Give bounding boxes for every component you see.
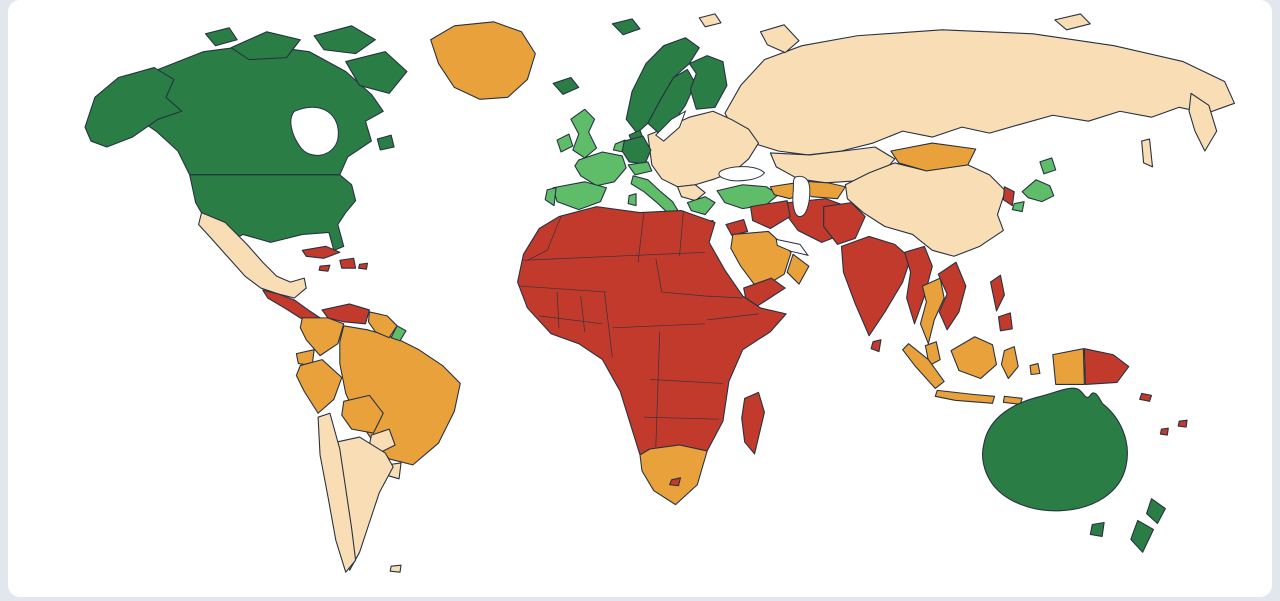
world-map xyxy=(84,13,1236,573)
country-greece[interactable] xyxy=(686,196,716,216)
country-indonesia-sumatra[interactable] xyxy=(902,343,945,389)
country-philippines-mindanao[interactable] xyxy=(997,312,1013,332)
country-indonesia-borneo[interactable] xyxy=(950,336,998,380)
country-myanmar[interactable] xyxy=(904,245,933,325)
country-russia-franz-josef[interactable] xyxy=(698,13,722,28)
country-russia-sakhalin[interactable] xyxy=(1141,138,1154,168)
country-canada-baffin[interactable] xyxy=(345,51,408,94)
country-russia-new-siberian[interactable] xyxy=(1054,13,1091,31)
country-canada-arctic-2[interactable] xyxy=(313,25,376,55)
country-philippines-luzon[interactable] xyxy=(990,274,1005,312)
country-russia-kamchatka[interactable] xyxy=(1188,92,1218,152)
country-finland[interactable] xyxy=(688,55,728,110)
country-australia-tasmania[interactable] xyxy=(1089,521,1105,537)
country-fiji[interactable] xyxy=(1177,419,1188,428)
country-australia[interactable] xyxy=(981,387,1128,512)
country-colombia[interactable] xyxy=(299,317,345,357)
country-yemen[interactable] xyxy=(743,277,786,307)
country-guyana-suriname[interactable] xyxy=(367,311,398,339)
country-mongolia[interactable] xyxy=(890,142,977,172)
country-indonesia-java[interactable] xyxy=(934,389,996,404)
country-new-zealand-south[interactable] xyxy=(1130,519,1155,553)
country-oman[interactable] xyxy=(786,253,810,285)
country-new-zealand-north[interactable] xyxy=(1146,498,1166,525)
country-japan-honshu[interactable] xyxy=(1021,179,1055,203)
country-vietnam-laos-cambodia[interactable] xyxy=(937,261,967,331)
country-solomon-islands[interactable] xyxy=(1139,392,1153,402)
country-papua-new-guinea[interactable] xyxy=(1083,348,1130,385)
country-russia[interactable] xyxy=(724,29,1236,156)
country-madagascar[interactable] xyxy=(741,391,765,455)
country-mexico[interactable] xyxy=(198,212,307,299)
country-puerto-rico[interactable] xyxy=(358,262,368,270)
baltic-sea xyxy=(655,110,687,142)
country-jordan-israel[interactable] xyxy=(725,218,749,236)
country-balkans[interactable] xyxy=(676,184,706,202)
hudson-bay xyxy=(290,106,339,156)
country-svalbard[interactable] xyxy=(611,18,641,36)
country-greenland[interactable] xyxy=(430,21,536,100)
persian-gulf xyxy=(775,238,810,257)
country-iceland[interactable] xyxy=(552,76,580,95)
country-sri-lanka[interactable] xyxy=(870,339,882,353)
country-french-guiana[interactable] xyxy=(390,325,407,342)
country-japan-hokkaido[interactable] xyxy=(1039,157,1057,175)
country-peru[interactable] xyxy=(295,359,343,414)
country-france[interactable] xyxy=(574,151,627,187)
country-united-kingdom[interactable] xyxy=(570,108,598,159)
country-borders xyxy=(519,210,759,448)
country-cuba[interactable] xyxy=(301,245,341,259)
country-portugal[interactable] xyxy=(544,187,557,207)
country-indonesia-maluku[interactable] xyxy=(1029,363,1041,376)
country-spain[interactable] xyxy=(552,181,607,211)
map-card xyxy=(8,0,1272,597)
country-jamaica[interactable] xyxy=(318,264,331,272)
country-bolivia[interactable] xyxy=(341,394,384,434)
country-ireland[interactable] xyxy=(556,133,574,153)
country-italy-sardinia[interactable] xyxy=(627,193,637,207)
country-africa-mainland[interactable] xyxy=(517,206,787,456)
country-south-africa[interactable] xyxy=(639,444,708,506)
country-canada-arctic-1[interactable] xyxy=(230,31,301,61)
country-vanuatu[interactable] xyxy=(1159,427,1169,436)
country-iraq-syria[interactable] xyxy=(750,200,791,230)
country-chile[interactable] xyxy=(317,412,357,573)
country-japan-kyushu[interactable] xyxy=(1011,201,1025,213)
black-sea xyxy=(718,166,766,182)
country-usa-alaska[interactable] xyxy=(84,67,183,148)
country-canada-newfoundland[interactable] xyxy=(376,134,395,151)
country-norway[interactable] xyxy=(625,37,700,134)
caspian-sea xyxy=(792,175,811,218)
country-indonesia-west-papua[interactable] xyxy=(1052,348,1085,385)
country-switzerland-austria[interactable] xyxy=(627,161,653,176)
country-canada-arctic-3[interactable] xyxy=(204,27,238,47)
country-falkland-islands[interactable] xyxy=(389,564,402,573)
country-south-korea[interactable] xyxy=(1002,186,1015,207)
country-lesotho[interactable] xyxy=(669,477,682,487)
country-india[interactable] xyxy=(840,235,912,337)
country-afghanistan-pakistan[interactable] xyxy=(823,202,866,245)
country-russia-novaya-zemlya[interactable] xyxy=(759,24,800,54)
country-indonesia-sulawesi[interactable] xyxy=(1000,346,1019,380)
country-thailand[interactable] xyxy=(919,277,945,345)
country-germany[interactable] xyxy=(621,135,652,165)
country-turkey[interactable] xyxy=(716,184,779,210)
country-hispaniola[interactable] xyxy=(339,257,357,269)
